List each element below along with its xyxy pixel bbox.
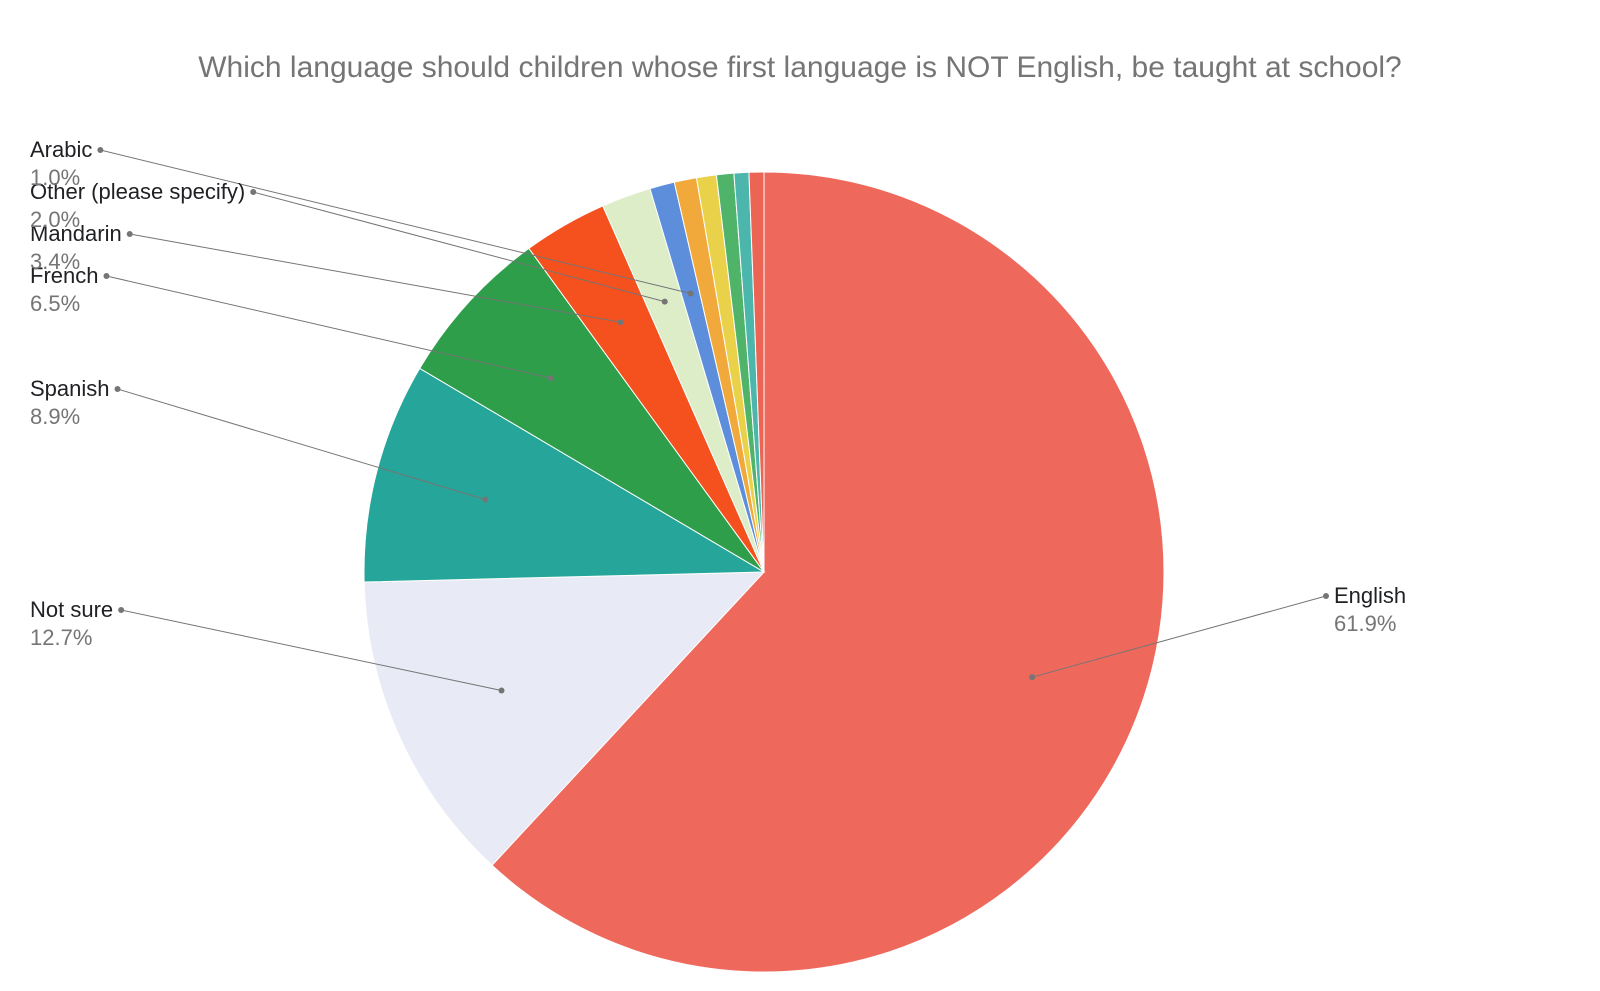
slice-label-name: Not sure [30, 596, 113, 624]
leader-dot [618, 319, 624, 325]
leader-dot [250, 189, 256, 195]
leader-dot [97, 147, 103, 153]
slice-label-pct: 12.7% [30, 624, 113, 652]
leader-dot [499, 688, 505, 694]
leader-dot [688, 291, 694, 297]
slice-label-pct: 6.5% [30, 290, 98, 318]
slice-label: Arabic1.0% [30, 136, 92, 191]
leader-dot [1323, 593, 1329, 599]
slice-label: Spanish8.9% [30, 375, 110, 430]
slice-label: Not sure12.7% [30, 596, 113, 651]
leader-dot [482, 497, 488, 503]
leader-dot [548, 375, 554, 381]
slice-label-name: Arabic [30, 136, 92, 164]
slice-label-pct: 8.9% [30, 403, 110, 431]
pie-chart-root: Which language should children whose fir… [0, 0, 1600, 991]
slice-label-name: English [1334, 582, 1406, 610]
leader-dot [662, 299, 668, 305]
leader-dot [118, 607, 124, 613]
slice-label-name: Spanish [30, 375, 110, 403]
slice-label-pct: 61.9% [1334, 610, 1406, 638]
pie-svg [0, 0, 1600, 991]
slice-label-pct: 1.0% [30, 164, 92, 192]
slice-label-pct: 2.0% [30, 206, 245, 234]
leader-dot [115, 386, 121, 392]
slice-label-pct: 3.4% [30, 248, 122, 276]
leader-dot [1029, 674, 1035, 680]
slice-label: English61.9% [1334, 582, 1406, 637]
